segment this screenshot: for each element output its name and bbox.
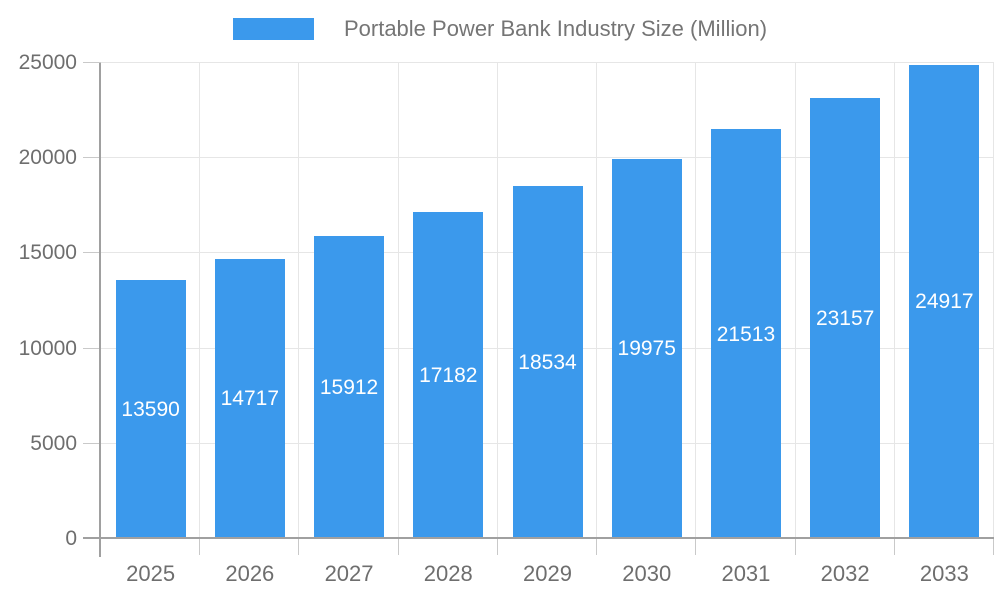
x-gridline bbox=[794, 63, 796, 539]
x-axis-tick-label: 2028 bbox=[423, 561, 473, 586]
x-gridline bbox=[993, 63, 994, 539]
bar-value-label: 19975 bbox=[617, 337, 676, 361]
x-axis-tick-label: 2029 bbox=[523, 561, 572, 586]
x-tick bbox=[794, 539, 796, 555]
x-axis-tick-label: 2030 bbox=[622, 561, 672, 586]
x-tick bbox=[397, 539, 399, 555]
bar: 18534 bbox=[512, 186, 583, 539]
bar: 15912 bbox=[314, 236, 385, 539]
x-gridline bbox=[596, 63, 598, 539]
x-axis-tick-label: 2031 bbox=[721, 561, 771, 586]
legend-swatch-icon bbox=[232, 18, 314, 40]
bar-value-label: 17182 bbox=[419, 363, 478, 387]
bar-value-label: 24917 bbox=[915, 290, 974, 314]
bar-value-label: 13590 bbox=[121, 398, 180, 422]
x-tick bbox=[695, 539, 697, 555]
y-axis-tick-label: 25000 bbox=[18, 51, 77, 74]
x-gridline bbox=[199, 63, 201, 539]
y-axis-tick-label: 0 bbox=[65, 527, 77, 550]
bar: 24917 bbox=[909, 64, 980, 539]
y-axis-tick-label: 5000 bbox=[30, 431, 77, 455]
x-tick bbox=[298, 539, 300, 555]
y-tick bbox=[83, 347, 101, 349]
x-gridline bbox=[496, 63, 498, 539]
x-gridline bbox=[695, 63, 697, 539]
bar: 17182 bbox=[413, 211, 484, 539]
x-gridline bbox=[893, 63, 895, 539]
bar-value-label: 23157 bbox=[815, 307, 875, 331]
x-tick bbox=[893, 539, 895, 555]
bar: 13590 bbox=[115, 280, 186, 539]
x-axis-tick-label: 2033 bbox=[919, 561, 969, 586]
x-tick bbox=[596, 539, 598, 555]
x-tick bbox=[199, 539, 201, 555]
y-axis-tick-label: 20000 bbox=[18, 146, 77, 170]
y-gridline bbox=[101, 157, 994, 159]
x-gridline bbox=[397, 63, 399, 539]
bar: 21513 bbox=[710, 129, 781, 539]
bar: 14717 bbox=[214, 258, 285, 539]
y-tick bbox=[83, 442, 101, 444]
y-axis-line bbox=[99, 63, 101, 557]
x-axis-tick-label: 2032 bbox=[820, 561, 870, 586]
y-tick bbox=[83, 62, 101, 63]
x-axis-line bbox=[83, 537, 994, 539]
y-tick bbox=[83, 252, 101, 254]
bar-value-label: 15912 bbox=[319, 376, 379, 399]
y-axis-tick-label: 10000 bbox=[18, 336, 77, 360]
x-tick bbox=[993, 539, 994, 555]
bar-value-label: 21513 bbox=[716, 322, 776, 346]
x-gridline bbox=[298, 63, 300, 539]
bar: 23157 bbox=[810, 98, 881, 539]
x-axis-tick-label: 2027 bbox=[324, 561, 374, 586]
chart-legend: Portable Power Bank Industry Size (Milli… bbox=[0, 16, 1000, 42]
bar-value-label: 18534 bbox=[518, 351, 577, 375]
x-tick bbox=[496, 539, 498, 555]
y-tick bbox=[83, 157, 101, 159]
y-axis-tick-label: 15000 bbox=[18, 241, 77, 265]
bar-value-label: 14717 bbox=[220, 387, 280, 411]
bar: 19975 bbox=[611, 158, 682, 539]
y-gridline bbox=[101, 62, 994, 63]
x-axis-tick-label: 2025 bbox=[126, 561, 176, 586]
x-axis-tick-label: 2026 bbox=[225, 561, 275, 586]
legend-label: Portable Power Bank Industry Size (Milli… bbox=[343, 16, 768, 41]
